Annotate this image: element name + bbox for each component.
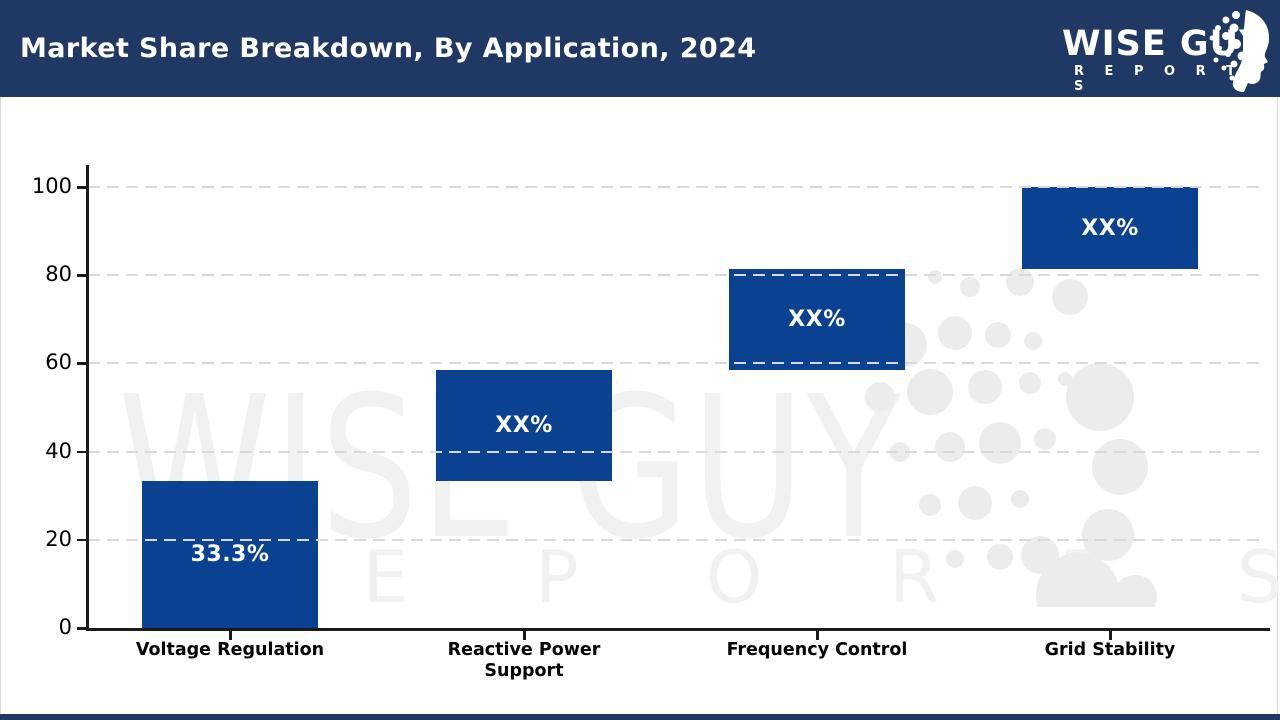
y-tick-label: 100: [31, 174, 72, 198]
x-tick: [1109, 631, 1112, 640]
bar-frequency-control: XX%: [729, 269, 905, 370]
x-tick: [523, 631, 526, 640]
y-tick-label: 0: [58, 615, 72, 639]
page-title: Market Share Breakdown, By Application, …: [20, 33, 757, 64]
y-tick: [77, 538, 86, 542]
y-tick-label: 80: [45, 262, 72, 287]
brand-head-icon: [1209, 10, 1270, 92]
y-tick: [77, 627, 86, 630]
brand-logo: WISE GUY R E P O R T S: [1022, 6, 1272, 94]
bar-grid-stability: XX%: [1022, 187, 1198, 270]
y-tick-label: 20: [45, 526, 72, 551]
bar-value-label: XX%: [1081, 215, 1139, 241]
header-bar: Market Share Breakdown, By Application, …: [0, 0, 1280, 97]
y-axis-line: [86, 165, 89, 631]
x-category-label-frequency-control: Frequency Control: [726, 640, 908, 660]
bar-voltage-regulation: 33.3%: [142, 481, 318, 628]
y-tick: [77, 274, 86, 277]
x-category-label-grid-stability: Grid Stability: [1044, 640, 1176, 660]
bar-value-label: 33.3%: [190, 542, 270, 568]
x-tick: [229, 631, 232, 640]
y-tick: [77, 186, 86, 189]
y-tick: [77, 362, 86, 365]
x-tick: [816, 631, 819, 640]
brand-logo-subtext: R E P O R T S: [1074, 64, 1243, 94]
bar-reactive-power-support: XX%: [436, 370, 612, 482]
bar-value-label: XX%: [788, 307, 846, 332]
x-category-label-reactive-power-support: Reactive Power Support: [447, 640, 601, 682]
footer-bar: [0, 714, 1280, 720]
y-tick-label: 60: [45, 350, 72, 375]
x-axis-line: [86, 628, 1270, 631]
y-tick: [77, 450, 86, 454]
x-category-label-voltage-regulation: Voltage Regulation: [135, 640, 325, 660]
y-tick-label: 40: [45, 438, 72, 463]
bar-value-label: XX%: [495, 413, 553, 439]
